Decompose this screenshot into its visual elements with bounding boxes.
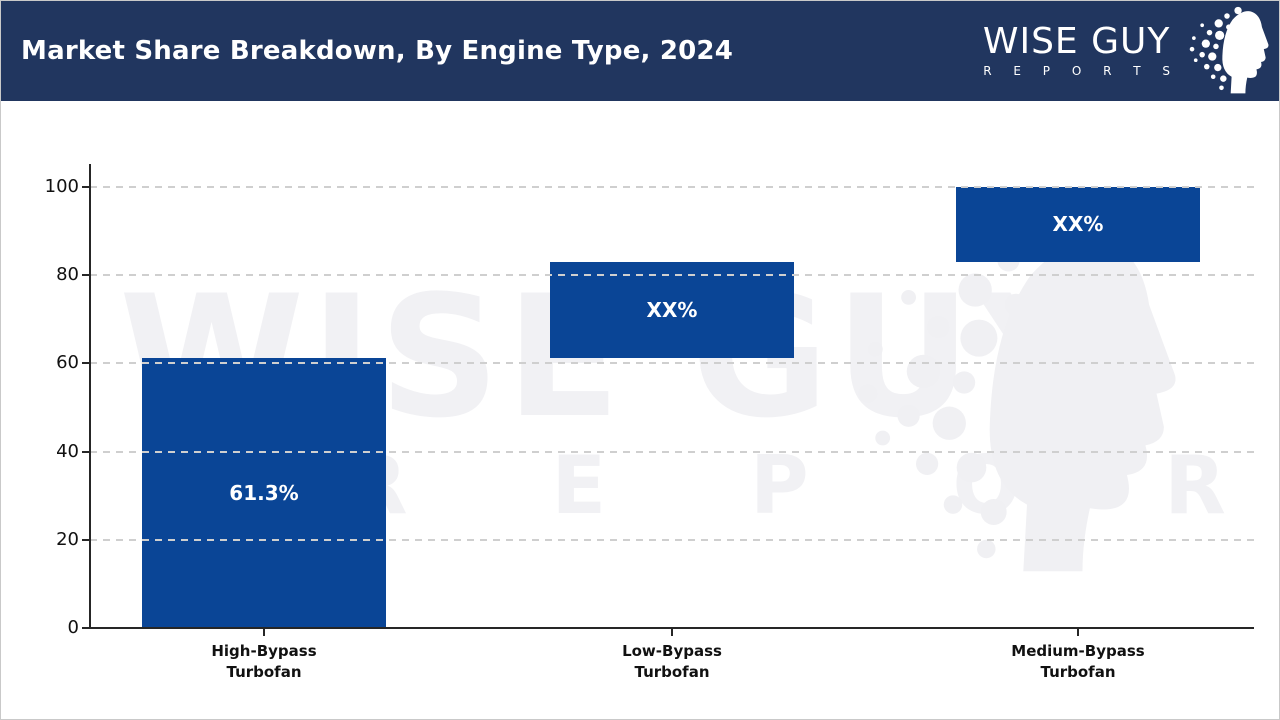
dotted-face-icon (1189, 6, 1269, 94)
category-label-high-bypass-turbofan: High-Bypass Turbofan (211, 642, 317, 681)
bar-low-bypass-turbofan (550, 261, 794, 358)
header-bar: Market Share Breakdown, By Engine Type, … (1, 1, 1279, 101)
category-label-low-bypass-turbofan: Low-Bypass Turbofan (622, 642, 722, 681)
logo-text: WISE GUY R E P O R T S (974, 21, 1179, 79)
chart-title: Market Share Breakdown, By Engine Type, … (21, 36, 734, 66)
gridline-60 (90, 362, 1254, 365)
gridline-80 (90, 274, 1254, 277)
y-tick-label-60: 60 (56, 352, 79, 374)
y-axis-line (89, 164, 91, 629)
y-tick-0 (82, 627, 90, 629)
y-tick-label-100: 100 (44, 176, 79, 197)
y-tick-label-20: 20 (56, 528, 79, 550)
bar-high-bypass-turbofan (142, 357, 386, 628)
x-axis-line (89, 627, 1254, 629)
y-tick-100 (82, 186, 90, 188)
x-tick-low-bypass-turbofan (671, 629, 673, 636)
y-tick-80 (82, 274, 90, 277)
logo-wordmark: WISE GUY (982, 21, 1171, 62)
gridline-100 (90, 186, 1254, 188)
y-tick-20 (82, 538, 90, 541)
y-tick-label-0: 0 (67, 617, 79, 638)
gridline-40 (90, 450, 1254, 453)
y-tick-label-80: 80 (56, 264, 79, 286)
logo-subtext: R E P O R T S (983, 64, 1179, 78)
x-tick-medium-bypass-turbofan (1077, 629, 1079, 636)
bar-label-high-bypass-turbofan: 61.3% (229, 480, 299, 505)
watermark-subtext: R E P O R T S (346, 439, 1280, 532)
x-tick-high-bypass-turbofan (263, 629, 265, 636)
bar-label-medium-bypass-turbofan: XX% (1052, 212, 1104, 237)
wise-guy-logo: WISE GUY R E P O R T S (974, 5, 1273, 97)
bar-label-low-bypass-turbofan: XX% (646, 297, 698, 322)
y-tick-label-40: 40 (56, 440, 79, 462)
y-tick-40 (82, 450, 90, 453)
gridline-20 (90, 538, 1254, 541)
watermark-face-icon (858, 223, 1176, 572)
category-label-medium-bypass-turbofan: Medium-Bypass Turbofan (1011, 642, 1145, 681)
y-tick-60 (82, 362, 90, 365)
